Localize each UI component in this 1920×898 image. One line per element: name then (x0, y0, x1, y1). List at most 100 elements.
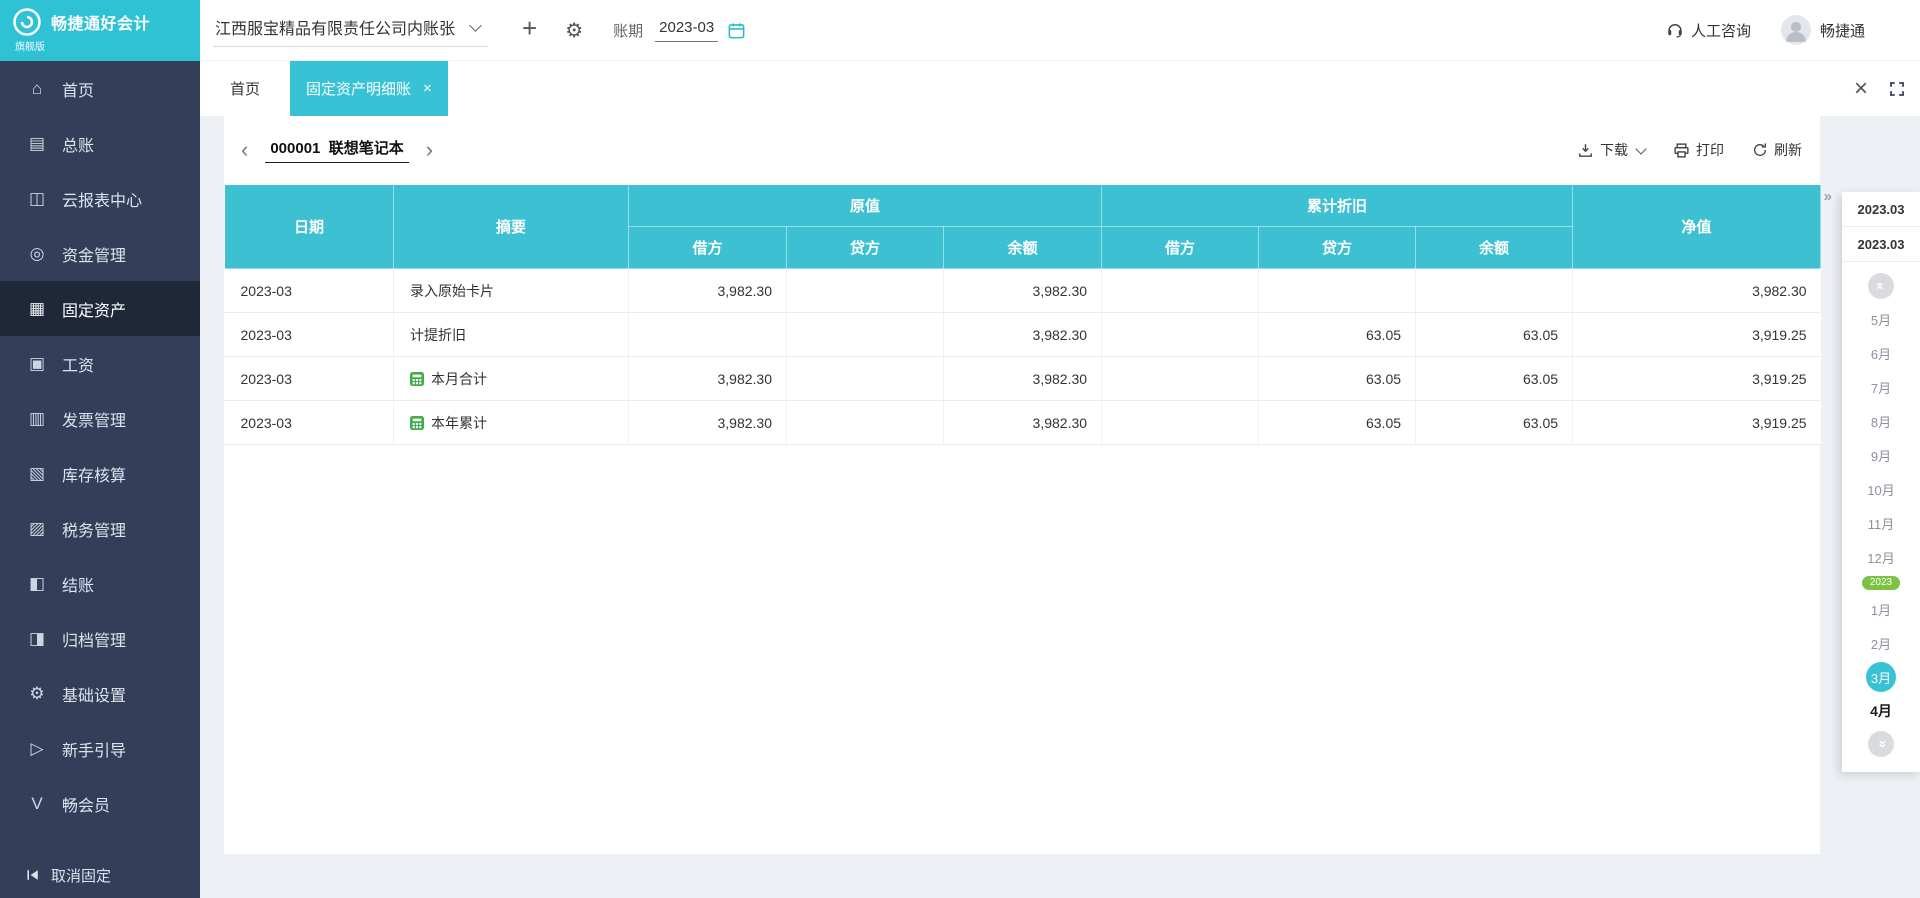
sidebar-item-cloud-report[interactable]: ◫ 云报表中心 (0, 171, 200, 226)
sidebar-item-label: 发票管理 (62, 412, 127, 430)
cell-dep-debit (1101, 312, 1260, 357)
sidebar-item-tax[interactable]: ▨ 税务管理 (0, 501, 200, 556)
timeline-month[interactable]: 10月 (1867, 482, 1895, 498)
tab-fixed-assets-ledger[interactable]: 固定资产明细账 × (290, 61, 448, 116)
sidebar-item-funds[interactable]: ◎ 资金管理 (0, 226, 200, 281)
company-name: 江西服宝精品有限责任公司内账张 (215, 21, 456, 38)
cell-net-value: 3,919.25 (1572, 400, 1821, 445)
timeline-month[interactable]: 3月 (1842, 660, 1920, 694)
company-select[interactable]: 江西服宝精品有限责任公司内账张 (213, 13, 489, 47)
sidebar-item-general-ledger[interactable]: ▤ 总账 (0, 116, 200, 171)
next-asset-button[interactable]: › (425, 137, 434, 162)
tab-bar: 首页 固定资产明细账 × (200, 61, 1920, 116)
tab-home[interactable]: 首页 (212, 61, 279, 116)
username[interactable]: 畅捷通 (1819, 22, 1865, 40)
unpin-label: 取消固定 (51, 867, 112, 885)
tab-close-icon[interactable]: × (423, 80, 432, 97)
summary-text: 录入原始卡片 (410, 282, 494, 299)
timeline-scroll-up-button[interactable]: « (1868, 273, 1894, 299)
download-button[interactable]: 下载 (1577, 140, 1647, 160)
col-header-ov-debit: 借方 (628, 226, 787, 269)
cell-dep-debit (1101, 268, 1260, 313)
avatar[interactable] (1780, 15, 1811, 45)
cell-date: 2023-03 (224, 312, 394, 357)
summary-total-icon (410, 415, 424, 430)
calendar-icon[interactable] (727, 21, 746, 40)
timeline-months: 5月 6月 7月 8月 9月 10月 11月 12月 2023 1月 2月 3月 4月 (1842, 302, 1920, 728)
sidebar-item-label: 基础设置 (62, 687, 127, 705)
topbar: 江西服宝精品有限责任公司内账张 + ⚙ 账期 2023-03 人工咨询 畅捷通 (200, 0, 1920, 61)
sidebar-item-payroll[interactable]: ▣ 工资 (0, 336, 200, 391)
cell-dep-credit: 63.05 (1258, 400, 1417, 445)
print-button[interactable]: 打印 (1673, 140, 1724, 160)
tab-bar-tabs: 首页 固定资产明细账 × (212, 61, 448, 116)
timeline-month[interactable]: 1月 (1870, 602, 1892, 618)
refresh-button[interactable]: 刷新 (1752, 140, 1802, 160)
asset-selector[interactable]: 000001 联想笔记本 (265, 137, 409, 163)
sidebar-unpin-button[interactable]: 取消固定 (0, 852, 200, 898)
timeline-month[interactable]: 12月 (1867, 550, 1895, 566)
sidebar-item-home[interactable]: ⌂ 首页 (0, 61, 200, 116)
col-group-accumulated-depreciation: 累计折旧 (1101, 184, 1574, 227)
guide-icon: ▷ (30, 738, 44, 758)
table-row[interactable]: 2023-03 录入原始卡片 3,982.30 3,982.30 3,982.3… (224, 268, 1821, 313)
timeline-month[interactable]: 2月 (1870, 636, 1892, 652)
sidebar-item-label: 归档管理 (62, 632, 127, 650)
timeline-collapse-icon[interactable]: » (1823, 188, 1832, 205)
cell-net-value: 3,919.25 (1572, 312, 1821, 357)
cell-dep-credit: 63.05 (1258, 312, 1417, 357)
timeline-scroll-down-button[interactable]: « (1868, 731, 1894, 757)
accounting-period: 账期 2023-03 (613, 19, 746, 42)
sidebar: 畅捷通好会计 旗舰版 ⌂ 首页 ▤ 总账 ◫ 云报表中心 ◎ 资金管理 ▦ 固定… (0, 0, 200, 898)
period-value[interactable]: 2023-03 (655, 19, 719, 42)
cell-ov-debit: 3,982.30 (628, 400, 787, 445)
timeline-period-start[interactable]: 2023.03 (1842, 192, 1920, 227)
settings-icon: ⚙ (29, 683, 45, 703)
tax-icon: ▨ (28, 518, 46, 538)
cell-dep-balance: 63.05 (1415, 356, 1574, 401)
prev-asset-button[interactable]: ‹ (241, 137, 249, 162)
sidebar-item-guide[interactable]: ▷ 新手引导 (0, 721, 200, 776)
table-row[interactable]: 2023-03 本月合计 3,982.30 3,982.30 63.05 63.… (224, 356, 1821, 401)
app-logo-block[interactable]: 畅捷通好会计 旗舰版 (0, 0, 200, 61)
close-icon[interactable]: × (1853, 74, 1868, 102)
sidebar-item-settings[interactable]: ⚙ 基础设置 (0, 666, 200, 721)
timeline-month[interactable]: 7月 (1870, 380, 1892, 396)
timeline-period-end[interactable]: 2023.03 (1842, 227, 1920, 262)
sidebar-item-member[interactable]: V 畅会员 (0, 776, 200, 831)
cell-summary: 本年累计 (393, 400, 629, 445)
cell-date: 2023-03 (224, 400, 394, 445)
timeline-month[interactable]: 11月 (1867, 516, 1895, 532)
summary-total-icon (410, 371, 424, 386)
timeline-month[interactable]: 4月 (1870, 703, 1892, 719)
fullscreen-icon[interactable] (1888, 80, 1906, 98)
home-icon: ⌂ (31, 78, 43, 98)
sidebar-item-inventory[interactable]: ▧ 库存核算 (0, 446, 200, 501)
app-logo-icon (12, 7, 42, 37)
cell-dep-debit (1101, 400, 1260, 445)
sidebar-item-closing[interactable]: ◧ 结账 (0, 556, 200, 611)
timeline-month[interactable]: 9月 (1870, 448, 1892, 464)
content-area: ‹ 000001 联想笔记本 › 下载 打印 (200, 116, 1920, 898)
col-header-dep-debit: 借方 (1101, 226, 1260, 269)
timeline-month[interactable]: 8月 (1870, 414, 1892, 430)
table-row[interactable]: 2023-03 计提折旧 3,982.30 63.05 63.05 3,919.… (224, 312, 1821, 357)
cell-ov-credit (786, 356, 944, 401)
col-header-ov-credit: 贷方 (786, 226, 944, 269)
member-icon: V (31, 793, 43, 813)
sidebar-item-fixed-assets[interactable]: ▦ 固定资产 (0, 281, 200, 336)
timeline-month[interactable]: 5月 (1870, 312, 1892, 328)
support-button[interactable]: 人工咨询 (1666, 20, 1751, 41)
sidebar-item-label: 总账 (62, 137, 95, 155)
add-button[interactable]: + (522, 12, 538, 43)
cell-summary: 计提折旧 (393, 312, 629, 357)
support-label: 人工咨询 (1690, 22, 1751, 40)
sidebar-item-archive[interactable]: ◨ 归档管理 (0, 611, 200, 666)
invoice-icon: ▥ (28, 408, 46, 428)
app-title: 畅捷通好会计 (51, 16, 151, 33)
sidebar-item-invoice[interactable]: ▥ 发票管理 (0, 391, 200, 446)
timeline-month[interactable]: 6月 (1870, 346, 1892, 362)
table-row[interactable]: 2023-03 本年累计 3,982.30 3,982.30 63.05 63.… (224, 400, 1821, 445)
cell-ov-debit: 3,982.30 (628, 356, 787, 401)
gear-icon[interactable]: ⚙ (565, 19, 584, 42)
